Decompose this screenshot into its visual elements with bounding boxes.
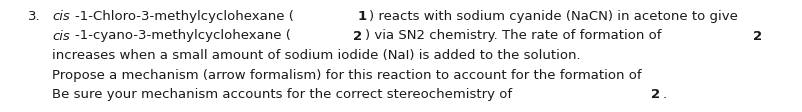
Text: cis: cis: [52, 10, 70, 23]
Text: increases when a small amount of sodium iodide (NaI) is added to the solution.: increases when a small amount of sodium …: [52, 49, 580, 61]
Text: -1-cyano-3-methylcyclohexane (: -1-cyano-3-methylcyclohexane (: [75, 29, 290, 42]
Text: Be sure your mechanism accounts for the correct stereochemistry of: Be sure your mechanism accounts for the …: [52, 87, 516, 100]
Text: 2: 2: [650, 87, 659, 100]
Text: .: .: [662, 87, 666, 100]
Text: cis: cis: [52, 29, 70, 42]
Text: ) via SN2 chemistry. The rate of formation of: ) via SN2 chemistry. The rate of formati…: [365, 29, 665, 42]
Text: 1: 1: [357, 10, 366, 23]
Text: ) reacts with sodium cyanide (NaCN) in acetone to give: ) reacts with sodium cyanide (NaCN) in a…: [369, 10, 737, 23]
Text: Propose a mechanism (arrow formalism) for this reaction to account for the forma: Propose a mechanism (arrow formalism) fo…: [52, 68, 645, 81]
Text: 2: 2: [752, 29, 761, 42]
Text: 2: 2: [353, 29, 363, 42]
Text: -1-Chloro-3-methylcyclohexane (: -1-Chloro-3-methylcyclohexane (: [75, 10, 294, 23]
Text: 3.: 3.: [28, 10, 41, 23]
